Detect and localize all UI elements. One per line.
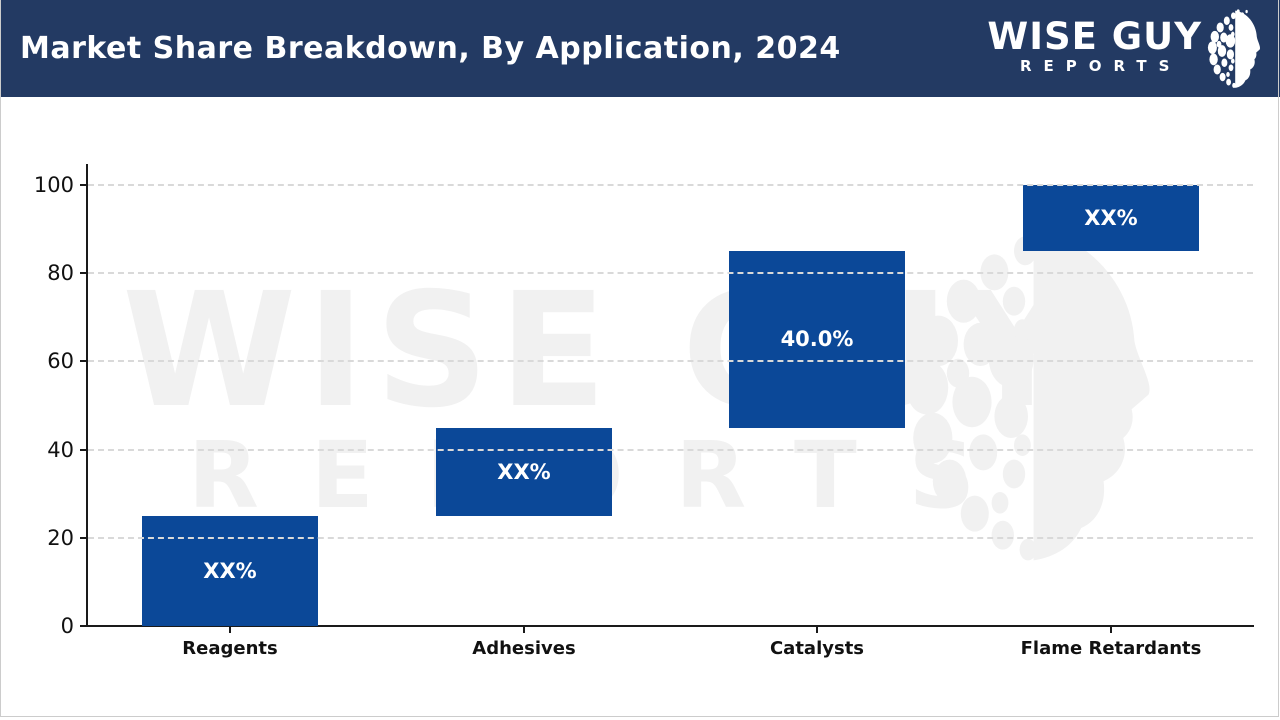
x-category-label-adhesives: Adhesives	[472, 638, 576, 659]
x-category-label-flame-retardants: Flame Retardants	[1020, 638, 1202, 659]
y-tick-label-40: 40	[47, 437, 74, 462]
header-bar: Market Share Breakdown, By Application, …	[0, 0, 1280, 97]
y-tick-label-0: 0	[60, 614, 74, 638]
y-tick-mark-20	[80, 536, 87, 539]
gridline-100	[88, 184, 1253, 186]
bar-adhesives	[436, 427, 612, 516]
logo-text: WISE GUY REPORTS	[987, 15, 1202, 76]
gridline-80	[88, 272, 1253, 275]
y-tick-label-20: 20	[47, 525, 74, 550]
x-tick-mark-adhesives	[523, 627, 525, 633]
wiseguy-logo: WISE GUY REPORTS	[987, 7, 1264, 93]
x-axis-line	[86, 625, 1254, 627]
bar-value-label-flame-retardants: XX%	[1084, 206, 1138, 231]
bar-catalysts	[729, 251, 905, 428]
watermark-face-icon	[906, 223, 1150, 561]
y-tick-mark-100	[80, 184, 87, 186]
logo-face-icon	[1207, 9, 1261, 88]
y-tick-mark-0	[80, 625, 87, 627]
bar-reagents	[142, 515, 318, 626]
y-tick-label-80: 80	[47, 261, 74, 286]
x-tick-mark-catalysts	[816, 627, 818, 633]
bar-value-label-adhesives: XX%	[497, 459, 551, 484]
x-category-label-catalysts: Catalysts	[769, 638, 865, 659]
gridline-20	[88, 536, 1253, 539]
y-axis-line	[86, 164, 88, 627]
x-tick-mark-reagents	[229, 627, 231, 633]
y-tick-mark-80	[80, 272, 87, 275]
bar-value-label-catalysts: 40.0%	[780, 327, 854, 352]
logo-reports-text: REPORTS	[1019, 57, 1182, 75]
page-title: Market Share Breakdown, By Application, …	[20, 31, 841, 66]
y-tick-label-60: 60	[47, 349, 74, 374]
x-tick-mark-flame-retardants	[1110, 627, 1112, 633]
gridline-40	[88, 448, 1253, 451]
y-tick-mark-40	[80, 448, 87, 451]
bar-flame-retardants	[1023, 185, 1199, 252]
gridline-60	[88, 360, 1253, 363]
y-tick-mark-60	[80, 360, 87, 363]
bar-value-label-reagents: XX%	[203, 558, 257, 583]
y-tick-label-100: 100	[33, 173, 74, 197]
x-category-label-reagents: Reagents	[182, 638, 278, 659]
logo-wordmark: WISE GUY	[987, 15, 1202, 58]
